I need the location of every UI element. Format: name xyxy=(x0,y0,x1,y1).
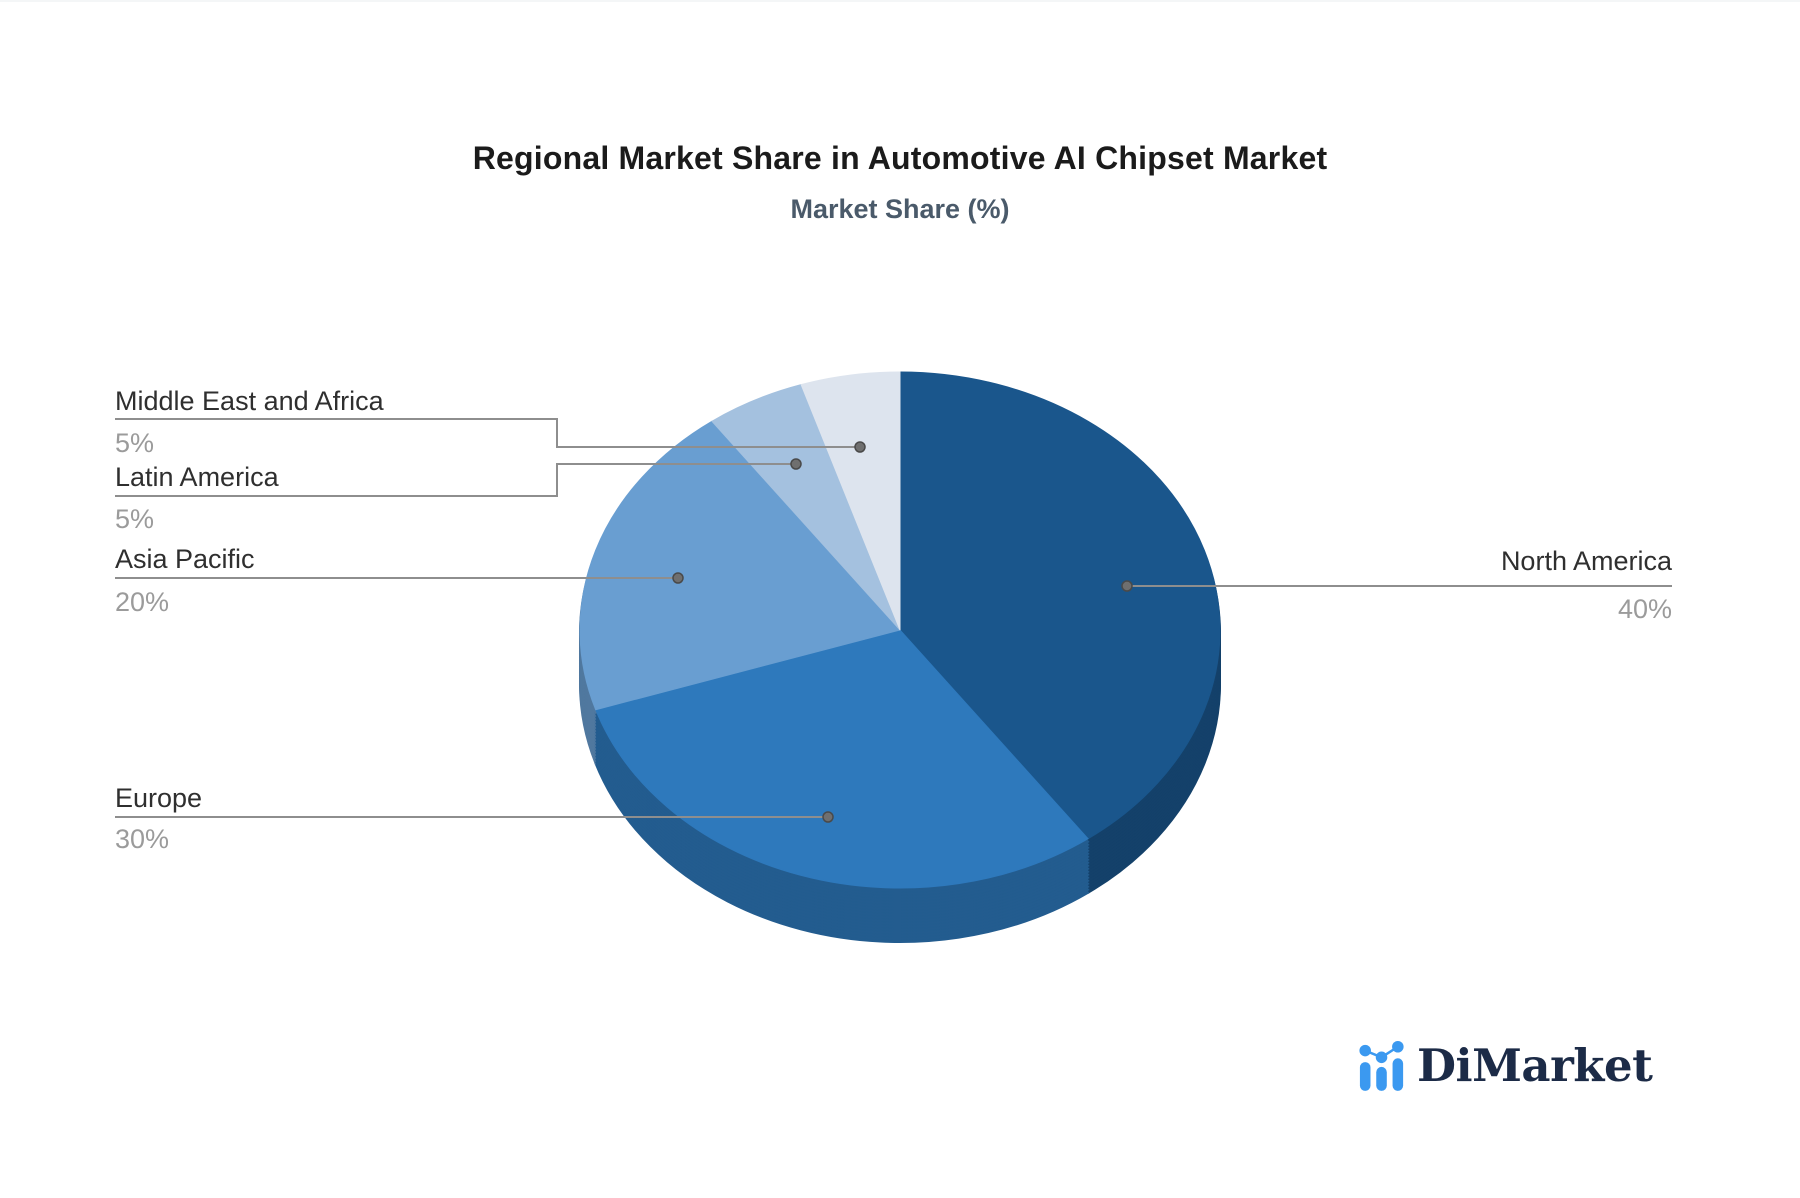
callout-pct-latin-america: 5% xyxy=(115,504,155,534)
callout-label-latin-america: Latin America xyxy=(115,462,279,492)
brand-logo-text: DiMarket xyxy=(1417,1038,1653,1092)
callout-label-europe: Europe xyxy=(115,783,203,813)
bar-line-chart-icon xyxy=(1359,1041,1404,1091)
callout-pct-north-america: 40% xyxy=(1617,594,1672,624)
chart-subtitle: Market Share (%) xyxy=(790,194,1010,224)
callout-label-asia-pacific: Asia Pacific xyxy=(115,544,255,574)
callout-pct-europe: 30% xyxy=(115,824,170,854)
callout-pct-middle-east-and-africa: 5% xyxy=(115,428,155,458)
callout-label-middle-east-and-africa: Middle East and Africa xyxy=(115,386,384,416)
page-title: Regional Market Share in Automotive AI C… xyxy=(472,140,1328,176)
callout-pct-asia-pacific: 20% xyxy=(115,587,170,617)
callout-label-north-america: North America xyxy=(1500,546,1672,576)
brand-logo: DiMarket xyxy=(1358,1038,1653,1092)
